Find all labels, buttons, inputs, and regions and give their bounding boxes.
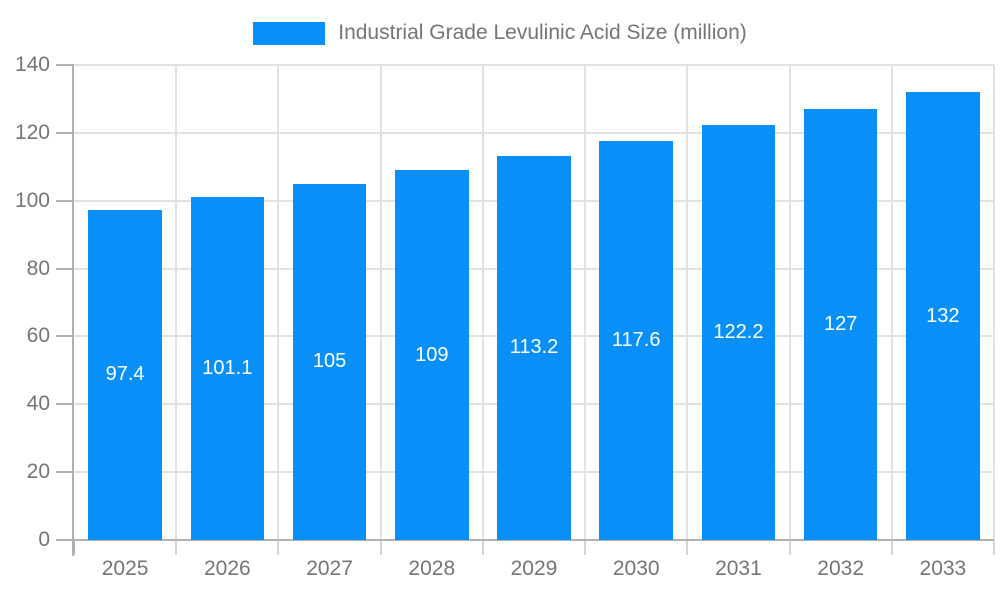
x-axis-label: 2031 xyxy=(715,557,762,580)
bar[interactable]: 127 xyxy=(803,109,878,540)
x-axis-label: 2033 xyxy=(919,557,967,580)
bar[interactable]: 97.4 xyxy=(88,209,162,540)
x-axis-label: 2028 xyxy=(408,557,456,580)
bar[interactable]: 101.1 xyxy=(190,196,265,540)
x-axis-label: 2032 xyxy=(817,557,865,580)
x-axis-label: 2030 xyxy=(612,557,660,580)
y-axis-label: 100 xyxy=(14,188,50,212)
x-gridline xyxy=(277,65,280,540)
x-tick xyxy=(175,540,178,555)
x-gridline xyxy=(175,65,178,540)
bar[interactable]: 122.2 xyxy=(701,125,776,540)
y-tick xyxy=(56,403,74,406)
bar[interactable]: 113.2 xyxy=(497,155,571,540)
bar-value-label: 101.1 xyxy=(202,356,253,379)
y-tick xyxy=(56,539,74,541)
bar[interactable]: 117.6 xyxy=(599,141,674,540)
y-tick xyxy=(56,335,74,338)
x-gridline xyxy=(890,65,893,540)
y-axis-label: 80 xyxy=(26,256,50,280)
y-tick xyxy=(56,267,74,270)
y-gridline xyxy=(74,131,994,134)
y-axis-label: 120 xyxy=(14,120,50,144)
x-tick xyxy=(788,540,791,555)
x-axis-label: 2026 xyxy=(203,557,251,580)
bar-value-label: 127 xyxy=(823,313,858,336)
bar[interactable]: 109 xyxy=(394,170,469,540)
x-tick xyxy=(890,540,893,555)
x-tick xyxy=(73,540,75,555)
bar-value-label: 132 xyxy=(926,304,960,327)
bar-value-label: 122.2 xyxy=(713,321,764,344)
bar-value-label: 109 xyxy=(415,343,449,366)
x-axis-label: 2027 xyxy=(306,557,353,580)
legend-label: Industrial Grade Levulinic Acid Size (mi… xyxy=(338,21,747,44)
y-axis-label: 140 xyxy=(14,53,50,76)
x-axis-label: 2029 xyxy=(510,557,558,580)
x-tick xyxy=(686,540,689,555)
y-axis-label: 0 xyxy=(38,528,50,551)
x-tick xyxy=(584,540,587,555)
y-axis-label: 60 xyxy=(26,324,50,348)
x-axis-line xyxy=(74,539,994,541)
x-gridline xyxy=(481,65,484,540)
bar-value-label: 117.6 xyxy=(611,329,661,351)
legend-swatch xyxy=(253,21,326,45)
y-axis-line xyxy=(72,65,74,556)
y-axis-label: 40 xyxy=(26,392,50,416)
y-gridline xyxy=(74,64,994,66)
x-tick xyxy=(277,540,280,555)
x-gridline xyxy=(686,65,689,540)
x-gridline xyxy=(379,65,382,540)
x-axis-label: 2025 xyxy=(101,557,149,580)
y-tick xyxy=(56,64,74,66)
x-tick xyxy=(481,540,484,555)
bar-value-label: 97.4 xyxy=(105,363,145,386)
x-tick xyxy=(379,540,382,555)
x-gridline xyxy=(584,65,587,540)
x-gridline xyxy=(993,65,995,540)
bar-value-label: 113.2 xyxy=(509,336,559,359)
legend[interactable]: Industrial Grade Levulinic Acid Size (mi… xyxy=(0,20,1000,46)
y-tick xyxy=(56,199,74,202)
y-tick xyxy=(56,131,74,134)
x-gridline xyxy=(788,65,791,540)
x-tick xyxy=(993,540,995,555)
bar-value-label: 105 xyxy=(312,350,347,373)
bar[interactable]: 105 xyxy=(292,183,367,540)
y-tick xyxy=(56,471,74,474)
bar[interactable]: 132 xyxy=(906,92,980,540)
y-axis-label: 20 xyxy=(26,460,50,484)
